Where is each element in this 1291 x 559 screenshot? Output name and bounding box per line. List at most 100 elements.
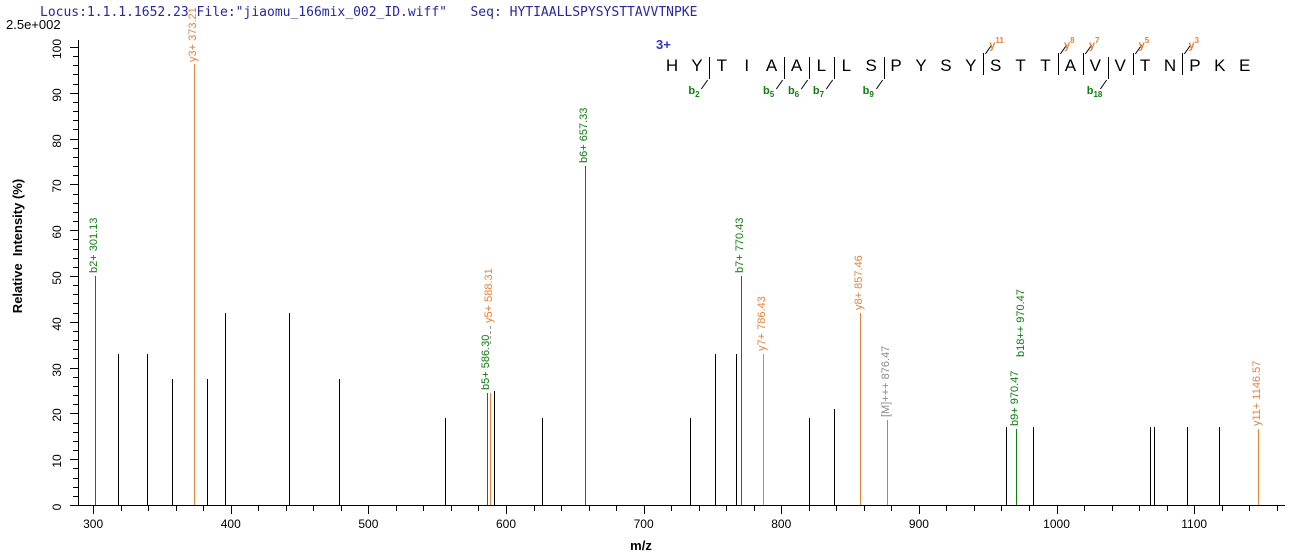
- peak: [489, 392, 491, 505]
- peak-label: b9+ 970.47: [1008, 371, 1021, 427]
- x-minor-tick: [120, 506, 122, 511]
- peak: [193, 64, 195, 505]
- y-minor-tick: [73, 404, 78, 406]
- x-minor-tick: [1276, 506, 1278, 511]
- x-major-tick: [230, 506, 232, 514]
- b-fragment-label: b9: [862, 85, 874, 100]
- y-minor-tick: [73, 156, 78, 158]
- x-tick-label: 300: [83, 517, 104, 531]
- y-minor-tick: [73, 211, 78, 213]
- peak: [288, 312, 290, 505]
- b-fragment-slash: [701, 79, 709, 90]
- b-fragment-slash: [875, 79, 883, 90]
- y-minor-tick: [73, 202, 78, 204]
- sequence-residue: A: [765, 56, 778, 75]
- y-fragment-divider: [1132, 53, 1134, 75]
- y-minor-tick: [73, 330, 78, 332]
- y-minor-tick: [73, 248, 78, 250]
- peak: [207, 379, 209, 505]
- x-tick-label: 800: [771, 517, 792, 531]
- y-minor-tick: [73, 450, 78, 452]
- y-minor-tick: [73, 111, 78, 113]
- b-fragment-slash: [800, 79, 809, 90]
- peak-label: y3+ 373.21: [186, 7, 199, 62]
- peak: [487, 392, 489, 505]
- b-fragment-divider: [808, 57, 810, 79]
- y-minor-tick: [73, 257, 78, 259]
- header-seq: Seq: HYTIAALLSPYSYSTTAVVTNPKE: [470, 5, 698, 20]
- y-minor-tick: [73, 294, 78, 296]
- sequence-residue: P: [1189, 56, 1201, 75]
- sequence-residue: Y: [915, 56, 927, 75]
- peak-label: y7+ 786.43: [755, 296, 768, 351]
- y-major-tick: [70, 413, 78, 415]
- peak: [445, 417, 447, 505]
- y-tick-label: 20: [50, 408, 64, 423]
- x-minor-tick: [423, 506, 425, 511]
- peak: [493, 390, 495, 505]
- y-minor-tick: [73, 486, 78, 488]
- y-fragment-divider: [1182, 53, 1184, 75]
- peak: [1150, 427, 1152, 505]
- peak: [117, 353, 119, 505]
- peak: [886, 420, 888, 505]
- x-minor-tick: [973, 506, 975, 511]
- b-fragment-divider: [784, 57, 786, 79]
- sequence-residue: Y: [691, 56, 703, 75]
- y-tick-label: 0: [50, 503, 64, 511]
- x-tick-label: 1000: [1043, 517, 1070, 531]
- x-minor-tick: [313, 506, 315, 511]
- sequence-residue: N: [1163, 56, 1177, 75]
- x-minor-tick: [1249, 506, 1251, 511]
- peak: [833, 408, 835, 505]
- y-minor-tick: [73, 303, 78, 305]
- peak-label: y5+ 588.31: [482, 268, 495, 323]
- b-fragment-label: b5: [763, 85, 775, 100]
- b-fragment-label: b6: [787, 85, 800, 100]
- y-minor-tick: [73, 129, 78, 131]
- x-minor-tick: [836, 506, 838, 511]
- x-minor-tick: [1221, 506, 1223, 511]
- y-tick-label: 10: [50, 454, 64, 468]
- b-fragment-divider: [709, 57, 711, 79]
- x-minor-tick: [1001, 506, 1003, 511]
- x-minor-tick: [863, 506, 865, 511]
- peak-label: b6+ 657.33: [577, 107, 590, 164]
- x-minor-tick: [698, 506, 700, 511]
- x-tick-label: 1100: [1181, 517, 1208, 531]
- y-major-tick: [70, 230, 78, 232]
- y-minor-tick: [73, 468, 78, 470]
- y-minor-tick: [73, 312, 78, 314]
- y-minor-tick: [73, 65, 78, 67]
- y-minor-tick: [73, 83, 78, 85]
- x-tick-label: 400: [220, 517, 241, 531]
- y-major-tick: [70, 47, 78, 48]
- sequence-residue: I: [744, 56, 750, 75]
- sequence-residue: S: [865, 56, 877, 75]
- header-file: File:"jiaomu_166mix_002_ID.wiff": [196, 5, 447, 20]
- y-minor-tick: [73, 239, 78, 241]
- peak: [584, 166, 586, 505]
- y-fragment-divider: [983, 53, 985, 75]
- y-tick-label: 80: [50, 133, 64, 148]
- y-minor-tick: [73, 120, 78, 122]
- peak: [715, 353, 717, 505]
- peak: [1005, 427, 1007, 505]
- y-major-tick: [70, 459, 78, 461]
- x-tick-label: 900: [908, 517, 929, 531]
- y-minor-tick: [73, 440, 78, 442]
- y-fragment-label: y11: [989, 36, 1004, 52]
- x-minor-tick: [671, 506, 673, 511]
- b-fragment-divider: [883, 57, 885, 79]
- x-axis-line: [78, 505, 1285, 506]
- sequence-residue: L: [841, 56, 852, 75]
- peak: [690, 417, 692, 505]
- peak: [1154, 427, 1156, 505]
- y-tick-label: 90: [50, 88, 64, 102]
- x-minor-tick: [148, 506, 150, 511]
- sequence-residue: T: [1015, 56, 1026, 75]
- peak: [146, 353, 148, 505]
- y-minor-tick: [73, 422, 78, 424]
- y-minor-tick: [73, 221, 78, 223]
- y-major-tick: [70, 367, 78, 369]
